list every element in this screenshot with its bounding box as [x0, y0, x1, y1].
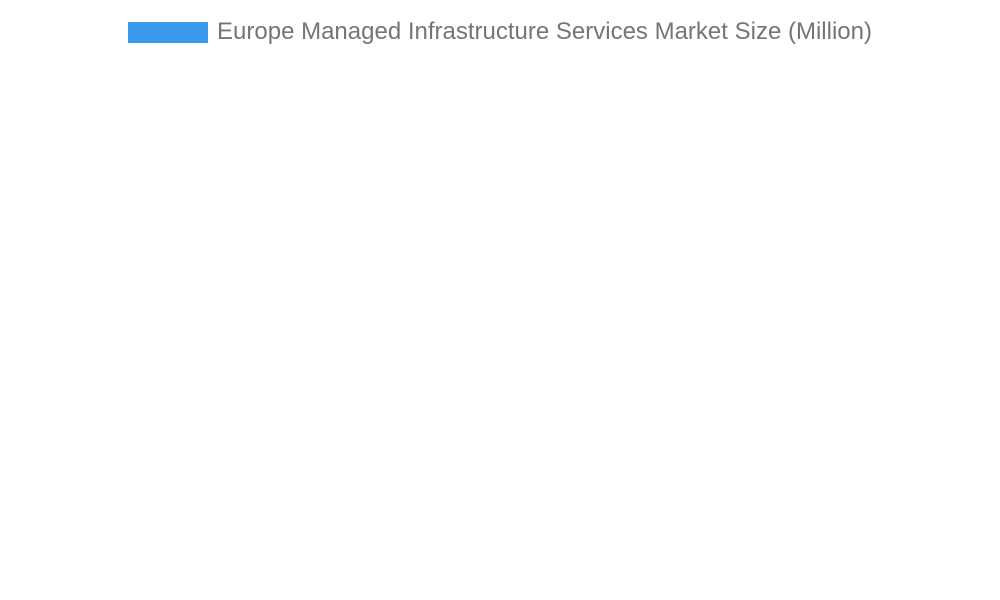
- chart-legend: Europe Managed Infrastructure Services M…: [0, 19, 1000, 45]
- chart-title: Europe Managed Infrastructure Services M…: [217, 18, 872, 45]
- legend-swatch: [128, 21, 209, 43]
